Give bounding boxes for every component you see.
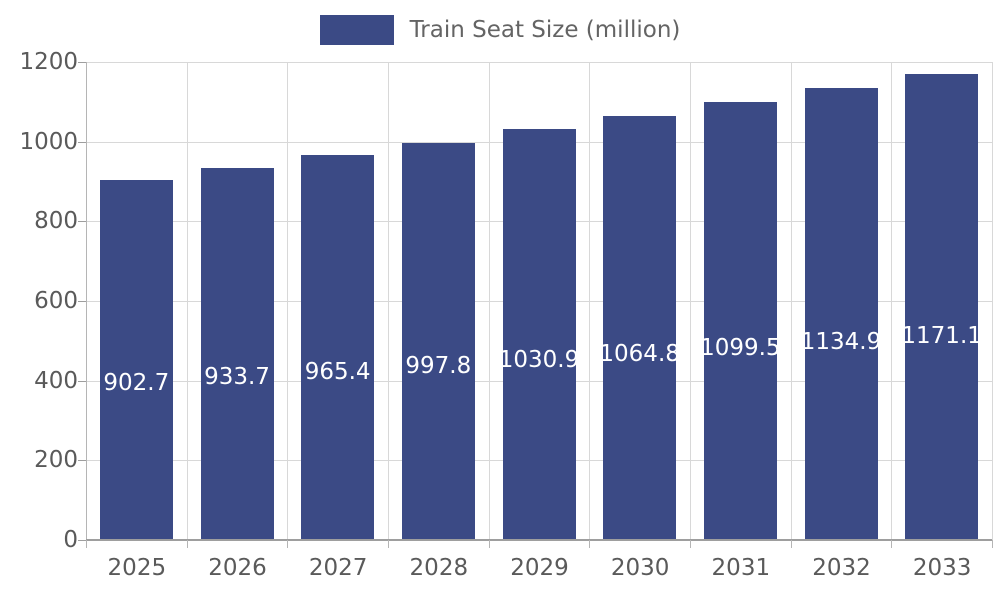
x-axis-tick-label: 2027 (308, 555, 368, 581)
bar[interactable] (502, 129, 576, 540)
gridline-vertical (489, 62, 490, 540)
gridline-vertical (388, 62, 389, 540)
y-axis-tick-mark (78, 460, 86, 461)
y-axis-tick-label: 200 (34, 447, 78, 474)
bar[interactable] (401, 142, 475, 540)
y-axis-tick-label: 400 (34, 367, 78, 394)
bar[interactable] (99, 180, 173, 540)
y-axis-line (86, 62, 87, 540)
y-axis-tick-mark (78, 62, 86, 63)
x-axis-tick-label: 2031 (711, 555, 771, 581)
x-axis-tick-label: 2033 (912, 555, 972, 581)
x-axis-tick-mark (388, 540, 389, 548)
bar[interactable] (200, 168, 274, 540)
gridline-vertical (287, 62, 288, 540)
gridline-vertical (891, 62, 892, 540)
plot-area: 902.7 933.7 965.4 997.8 1030.9 1064.8 1099.5 11… (86, 62, 993, 541)
x-axis-tick-mark (287, 540, 288, 548)
y-axis-tick-mark (78, 381, 86, 382)
y-axis-tick-mark (78, 301, 86, 302)
chart-legend: Train Seat Size (million) (0, 10, 1000, 50)
x-axis-line (86, 539, 992, 541)
y-axis-tick-label: 1200 (19, 49, 78, 75)
gridline-vertical (690, 62, 691, 540)
x-axis-tick-label: 2028 (409, 555, 469, 581)
y-axis-tick-mark (78, 540, 86, 541)
x-axis-tick-mark (489, 540, 490, 548)
y-axis-tick-label: 800 (34, 208, 78, 235)
x-axis-tick-mark (589, 540, 590, 548)
bar[interactable] (703, 102, 777, 540)
x-axis-tick-label: 2032 (812, 555, 871, 581)
bar[interactable] (804, 87, 878, 540)
y-axis-tick-mark (78, 142, 86, 143)
legend-label-train-seat-size: Train Seat Size (million) (409, 17, 681, 43)
x-axis-tick-mark (86, 540, 87, 548)
gridline-vertical (187, 62, 188, 540)
x-axis-tick-mark (891, 540, 892, 548)
x-axis-tick-label: 2025 (107, 555, 167, 581)
x-axis-tick-label: 2029 (510, 555, 569, 581)
bar[interactable] (603, 115, 677, 540)
bar[interactable] (905, 73, 979, 540)
gridline-vertical (992, 62, 993, 540)
x-axis-tick-mark (187, 540, 188, 548)
gridline-vertical (791, 62, 792, 540)
gridline-horizontal (86, 62, 992, 63)
x-axis-tick-mark (690, 540, 691, 548)
bar[interactable] (301, 155, 375, 540)
y-axis-tick-label: 600 (34, 288, 78, 314)
x-axis-tick-mark (791, 540, 792, 548)
y-axis-tick-mark (78, 221, 86, 222)
gridline-vertical (589, 62, 590, 540)
y-axis-tick-label: 1000 (19, 128, 78, 155)
x-axis-tick-mark (992, 540, 993, 548)
x-axis-tick-label: 2030 (610, 555, 670, 581)
x-axis-tick-label: 2026 (208, 555, 267, 581)
y-axis-tick-label: 0 (63, 527, 78, 553)
legend-swatch-train-seat-size (319, 15, 394, 45)
